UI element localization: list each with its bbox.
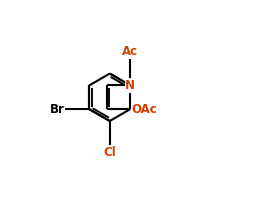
Text: Cl: Cl — [103, 146, 116, 159]
Text: OAc: OAc — [131, 103, 157, 116]
Text: Ac: Ac — [122, 45, 138, 58]
Text: Br: Br — [49, 103, 65, 116]
Text: N: N — [125, 79, 135, 92]
